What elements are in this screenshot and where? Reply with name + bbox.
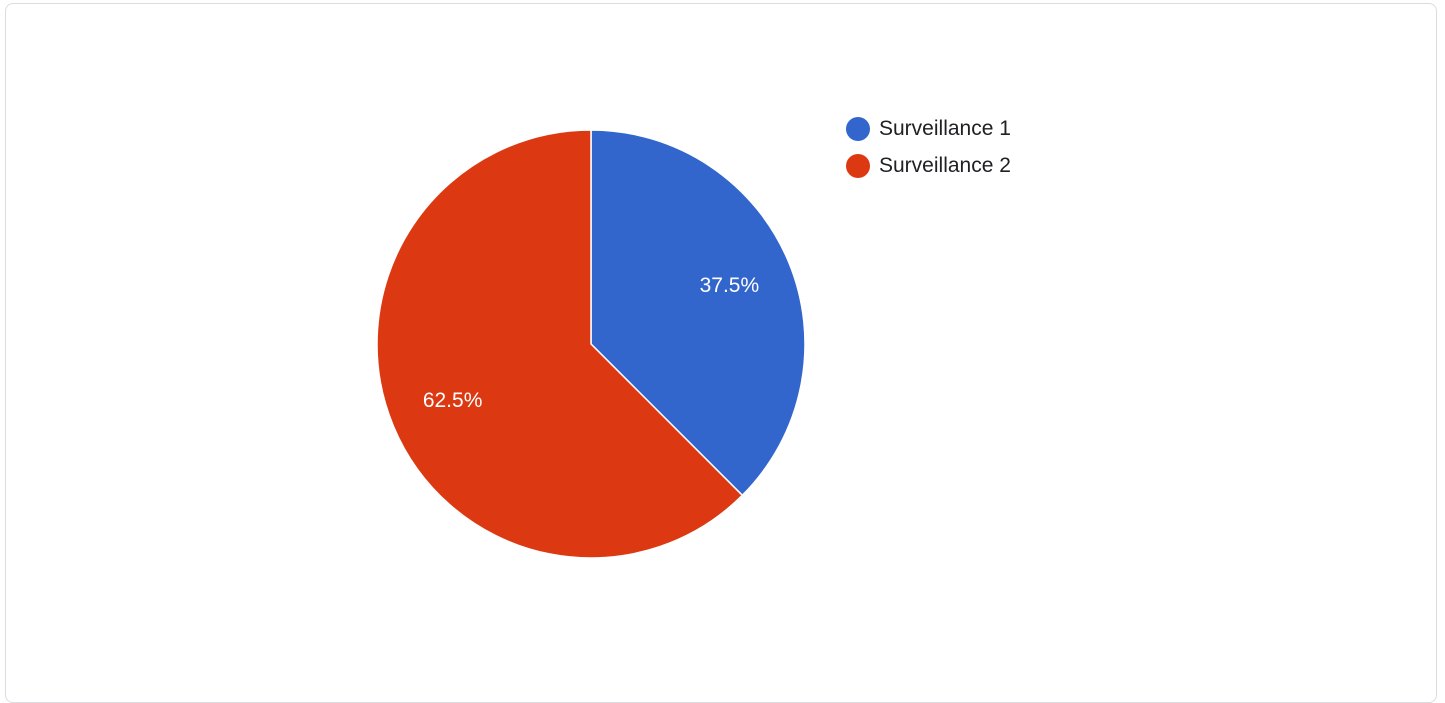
pie-slice-surveillance-2[interactable] [376,129,744,559]
data-label-surveillance-2: 62.5% [423,389,483,412]
legend-swatch-surveillance-1 [846,116,870,141]
legend-label-surveillance-2: Surveillance 2 [879,153,1011,177]
chart-legend: Surveillance 1 Surveillance 2 [846,110,1011,184]
legend-swatch-surveillance-2 [846,153,870,178]
legend-item-surveillance-1[interactable]: Surveillance 1 [846,110,1011,147]
pie-data-labels: 37.5% 62.5% [423,274,759,412]
legend-item-surveillance-2[interactable]: Surveillance 2 [846,147,1011,184]
legend-label-surveillance-1: Surveillance 1 [879,116,1011,140]
pie-slices [376,129,806,559]
data-label-surveillance-1: 37.5% [700,274,760,297]
pie-slice-surveillance-1[interactable] [590,129,806,497]
